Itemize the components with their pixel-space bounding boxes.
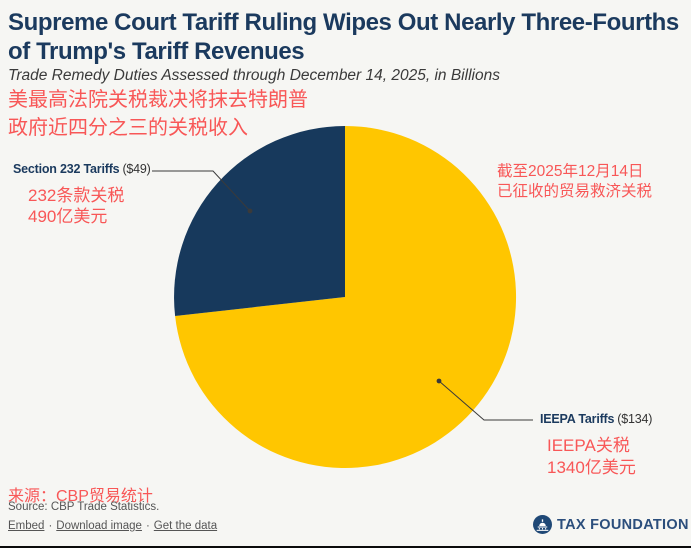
pie-slice-section-232[interactable] [174, 126, 345, 316]
link-separator: · [48, 520, 53, 532]
chinese-title-line-2: 政府近四分之三的关税收入 [8, 117, 248, 139]
note-chinese-line-1: 截至2025年12月14日 [497, 163, 644, 180]
embed-link[interactable]: Embed [8, 520, 45, 532]
source-english: Source: CBP Trade Statistics. [8, 501, 160, 513]
download-image-link[interactable]: Download image [56, 520, 142, 532]
title-line-1: Supreme Court Tariff Ruling Wipes Out Ne… [8, 9, 679, 36]
label-ieepa-name: IEEPA Tariffs [540, 412, 615, 426]
label-section-232-value: ($49) [122, 162, 151, 176]
note-chinese-line-2: 已征收的贸易救济关税 [497, 182, 653, 200]
chart-title-chinese: 美最高法院关税裁决将抹去特朗普 政府近四分之三的关税收入 [8, 86, 308, 142]
label-ieepa-value: ($134) [617, 412, 653, 426]
chinese-title-line-1: 美最高法院关税裁决将抹去特朗普 [8, 89, 308, 111]
note-chinese: 截至2025年12月14日 已征收的贸易救济关税 [497, 162, 652, 201]
logo-text: TAX FOUNDATION [557, 516, 689, 533]
label-section-232-chinese: 232条款关税 [28, 186, 125, 205]
footer-links: Embed · Download image · Get the data [8, 520, 217, 532]
title-line-2: of Trump's Tariff Revenues [8, 38, 305, 65]
chart-subtitle: Trade Remedy Duties Assessed through Dec… [8, 67, 500, 84]
tax-foundation-logo: TAX FOUNDATION [533, 515, 689, 534]
source-chinese: 来源：CBP贸易统计 [8, 488, 153, 505]
label-section-232-chinese-value: 490亿美元 [28, 207, 108, 226]
capitol-icon [533, 515, 552, 534]
label-section-232-name: Section 232 Tariffs [13, 162, 120, 176]
label-ieepa-chinese-value: 1340亿美元 [547, 458, 636, 477]
link-separator: · [145, 520, 150, 532]
pie-slice-ieepa[interactable] [175, 126, 517, 468]
leader-line-section-232 [152, 170, 253, 214]
leader-line-ieepa [436, 378, 533, 421]
label-ieepa-chinese: IEEPA关税 [547, 436, 630, 455]
get-the-data-link[interactable]: Get the data [153, 520, 218, 532]
label-section-232: Section 232 Tariffs ($49) [13, 162, 151, 176]
page-title: Supreme Court Tariff Ruling Wipes Out Ne… [8, 8, 679, 66]
label-ieepa: IEEPA Tariffs ($134) [540, 412, 652, 426]
